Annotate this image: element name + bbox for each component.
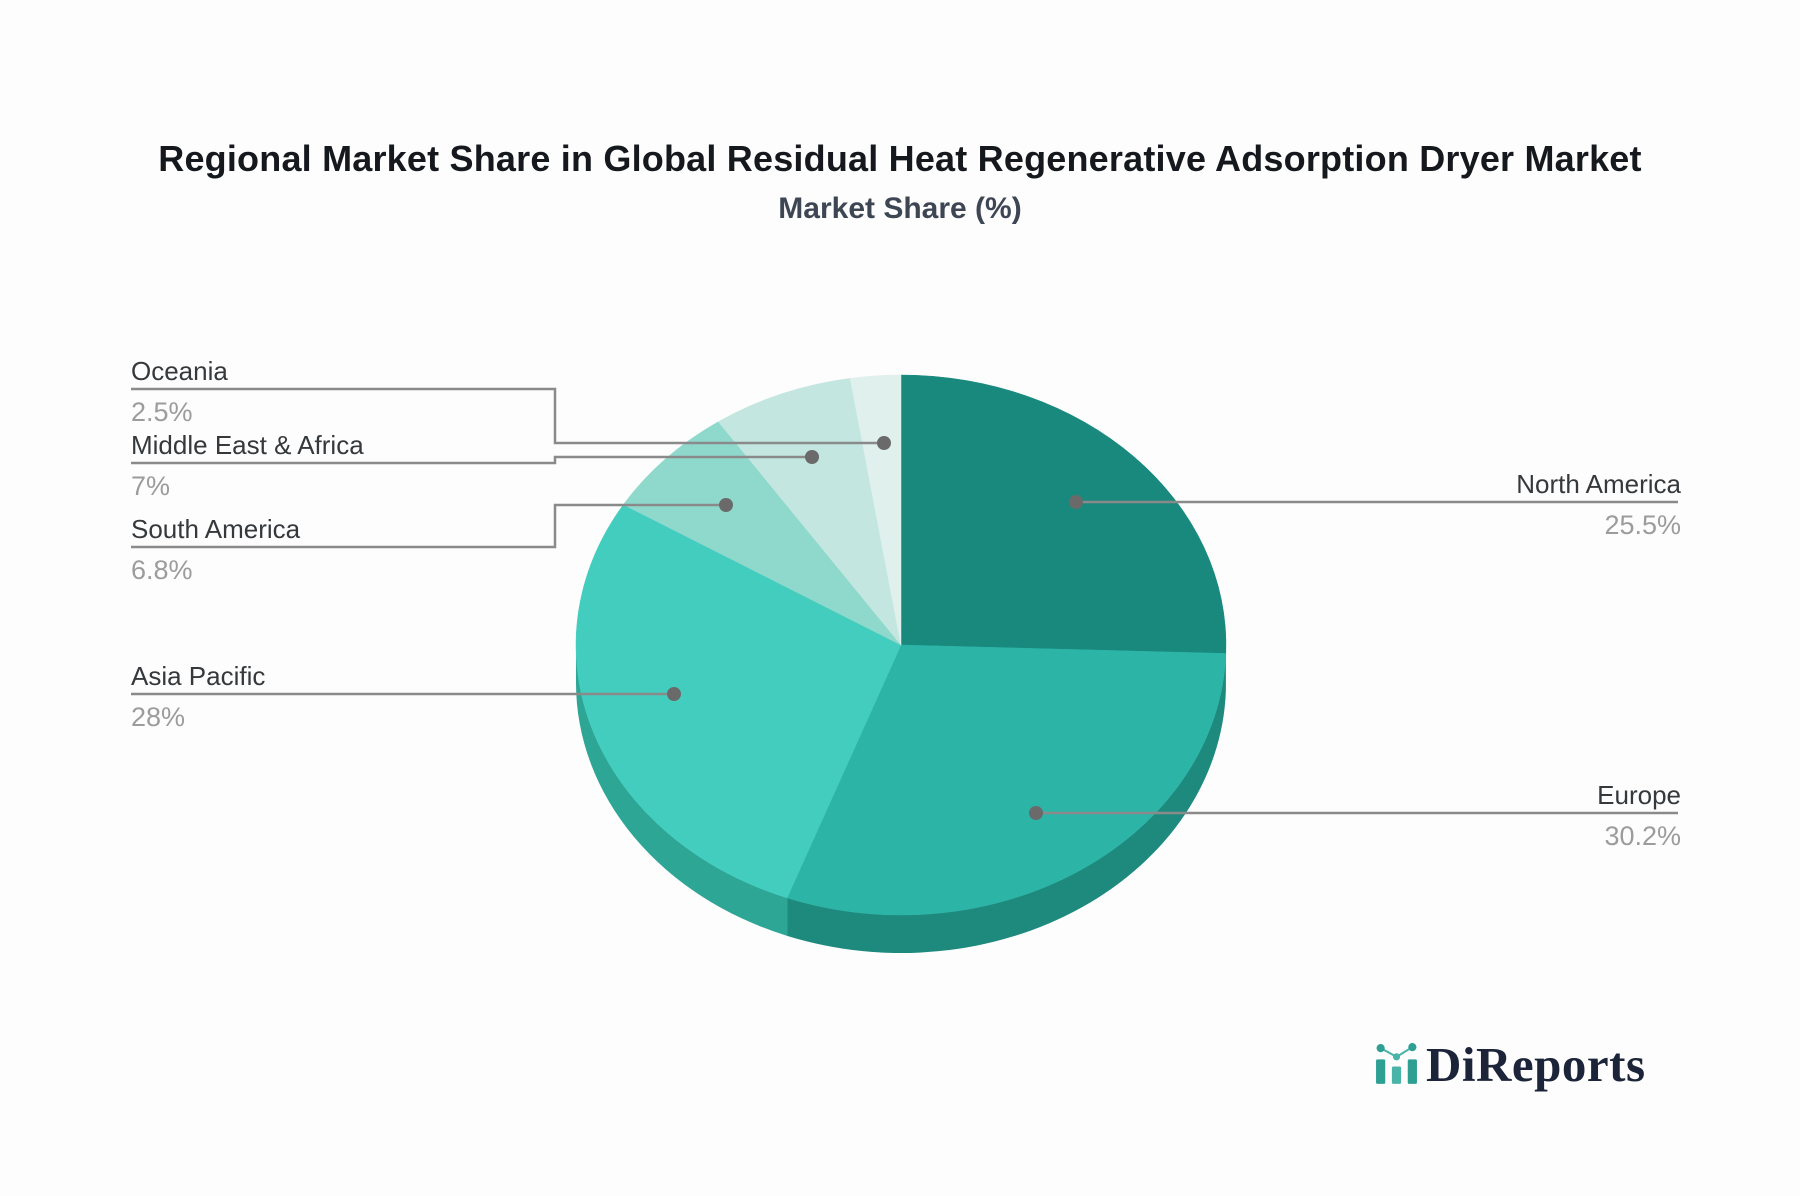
leader-dot-oceania <box>877 436 891 450</box>
leader-dot-south-america <box>719 498 733 512</box>
bar-chart-logo-icon <box>1376 1043 1417 1084</box>
leader-line-south-america <box>131 503 726 549</box>
slice-label-asia-pacific: Asia Pacific 28% <box>131 661 265 732</box>
slice-name: Asia Pacific <box>131 661 266 691</box>
slice-name: Middle East & Africa <box>131 430 364 460</box>
chart-subtitle: Market Share (%) <box>778 192 1022 225</box>
logo-text: DiReports <box>1426 1037 1646 1092</box>
slice-value: 6.8% <box>131 555 193 585</box>
slice-name: Europe <box>1597 780 1681 810</box>
pie-slice-side-asia-pacific <box>576 645 788 936</box>
slice-name: North America <box>1516 469 1681 499</box>
slice-label-north-america: North America 25.5% <box>1516 469 1681 540</box>
pie-slice-europe <box>786 644 1227 916</box>
slice-value: 25.5% <box>1604 510 1681 540</box>
pie-slice-middle-east-africa <box>717 378 902 646</box>
leader-line-middle-east-africa <box>131 455 812 465</box>
chart-title: Regional Market Share in Global Residual… <box>158 138 1642 179</box>
slice-value: 2.5% <box>131 397 193 427</box>
pie-slice-north-america <box>900 374 1227 654</box>
slice-value: 7% <box>131 471 171 501</box>
leader-dot-asia-pacific <box>667 687 681 701</box>
pie-slice-asia-pacific <box>575 504 902 899</box>
pie-slice-side-europe <box>787 653 1226 954</box>
slice-name: South America <box>131 514 301 544</box>
pie-slice-south-america <box>622 421 902 646</box>
leader-dot-north-america <box>1069 495 1083 509</box>
slice-value: 30.2% <box>1604 821 1681 851</box>
direports-logo: DiReports <box>1374 1036 1646 1093</box>
slice-label-europe: Europe 30.2% <box>1597 780 1681 851</box>
leader-line-oceania <box>131 387 884 445</box>
slice-value: 28% <box>131 702 186 732</box>
slice-label-oceania: Oceania 2.5% <box>131 356 228 427</box>
slice-name: Oceania <box>131 356 228 386</box>
slice-label-middle-east-africa: Middle East & Africa 7% <box>131 430 364 501</box>
leader-dot-middle-east-africa <box>805 450 819 464</box>
leader-dot-europe <box>1029 806 1043 820</box>
slice-label-south-america: South America 6.8% <box>131 514 300 585</box>
